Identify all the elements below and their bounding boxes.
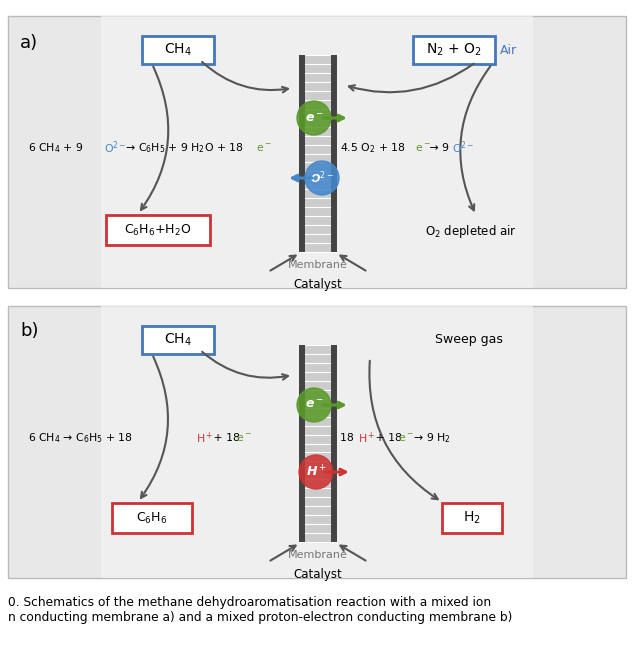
- Text: e$^-$: e$^-$: [305, 112, 323, 125]
- Text: e$^-$: e$^-$: [398, 432, 414, 444]
- Bar: [299, 345, 337, 542]
- Text: e$^-$: e$^-$: [305, 399, 323, 412]
- Text: O$^{2-}$: O$^{2-}$: [452, 140, 474, 156]
- FancyBboxPatch shape: [8, 16, 626, 288]
- Text: b): b): [20, 322, 39, 340]
- Text: CH$_4$: CH$_4$: [164, 332, 192, 348]
- Text: Catalyst: Catalyst: [294, 278, 342, 291]
- Bar: [331, 345, 337, 542]
- Text: Membrane: Membrane: [288, 260, 348, 270]
- FancyBboxPatch shape: [142, 326, 214, 354]
- Text: C$_6$H$_6$: C$_6$H$_6$: [136, 510, 168, 526]
- Text: H$^+$: H$^+$: [306, 464, 326, 479]
- Text: 18: 18: [340, 433, 357, 443]
- Text: H$^+$: H$^+$: [196, 430, 213, 446]
- Text: Air: Air: [500, 43, 517, 56]
- FancyBboxPatch shape: [442, 503, 502, 533]
- Text: Sweep gas: Sweep gas: [435, 333, 503, 346]
- Text: O$^{2-}$: O$^{2-}$: [310, 170, 334, 186]
- Text: → 9: → 9: [426, 143, 452, 153]
- Text: + 18: + 18: [210, 433, 244, 443]
- FancyBboxPatch shape: [106, 215, 210, 245]
- Text: a): a): [20, 34, 38, 52]
- FancyBboxPatch shape: [112, 503, 192, 533]
- Circle shape: [305, 161, 339, 195]
- Text: e$^-$: e$^-$: [236, 432, 252, 444]
- Text: + 18: + 18: [372, 433, 405, 443]
- Text: e$^-$: e$^-$: [256, 142, 272, 154]
- Bar: [299, 55, 337, 252]
- Text: e$^-$: e$^-$: [415, 142, 431, 154]
- Text: → 9 H$_2$: → 9 H$_2$: [410, 431, 451, 445]
- Text: 6 CH$_4$ + 9: 6 CH$_4$ + 9: [28, 141, 85, 155]
- Text: N$_2$ + O$_2$: N$_2$ + O$_2$: [426, 42, 482, 58]
- Bar: [299, 55, 305, 252]
- Circle shape: [297, 388, 331, 422]
- FancyBboxPatch shape: [100, 306, 534, 578]
- Text: → C$_6$H$_5$ + 9 H$_2$O + 18: → C$_6$H$_5$ + 9 H$_2$O + 18: [122, 141, 245, 155]
- Text: 6 CH$_4$ → C$_6$H$_5$ + 18: 6 CH$_4$ → C$_6$H$_5$ + 18: [28, 431, 134, 445]
- Text: H$_2$: H$_2$: [463, 510, 481, 526]
- Text: O$^{2-}$: O$^{2-}$: [104, 140, 127, 156]
- Circle shape: [297, 101, 331, 135]
- Text: C$_6$H$_6$+H$_2$O: C$_6$H$_6$+H$_2$O: [125, 222, 191, 238]
- Bar: [331, 55, 337, 252]
- Text: CH$_4$: CH$_4$: [164, 42, 192, 58]
- Text: Catalyst: Catalyst: [294, 568, 342, 581]
- Text: Membrane: Membrane: [288, 550, 348, 560]
- Text: H$^+$: H$^+$: [358, 430, 375, 446]
- FancyBboxPatch shape: [8, 306, 626, 578]
- FancyBboxPatch shape: [100, 16, 534, 288]
- FancyBboxPatch shape: [413, 36, 495, 64]
- Bar: [299, 345, 305, 542]
- Circle shape: [299, 455, 333, 489]
- Text: O$_2$ depleted air: O$_2$ depleted air: [425, 224, 517, 240]
- Text: 0. Schematics of the methane dehydroaromatisation reaction with a mixed ion
n co: 0. Schematics of the methane dehydroarom…: [8, 596, 513, 624]
- FancyBboxPatch shape: [142, 36, 214, 64]
- Text: 4.5 O$_2$ + 18: 4.5 O$_2$ + 18: [340, 141, 406, 155]
